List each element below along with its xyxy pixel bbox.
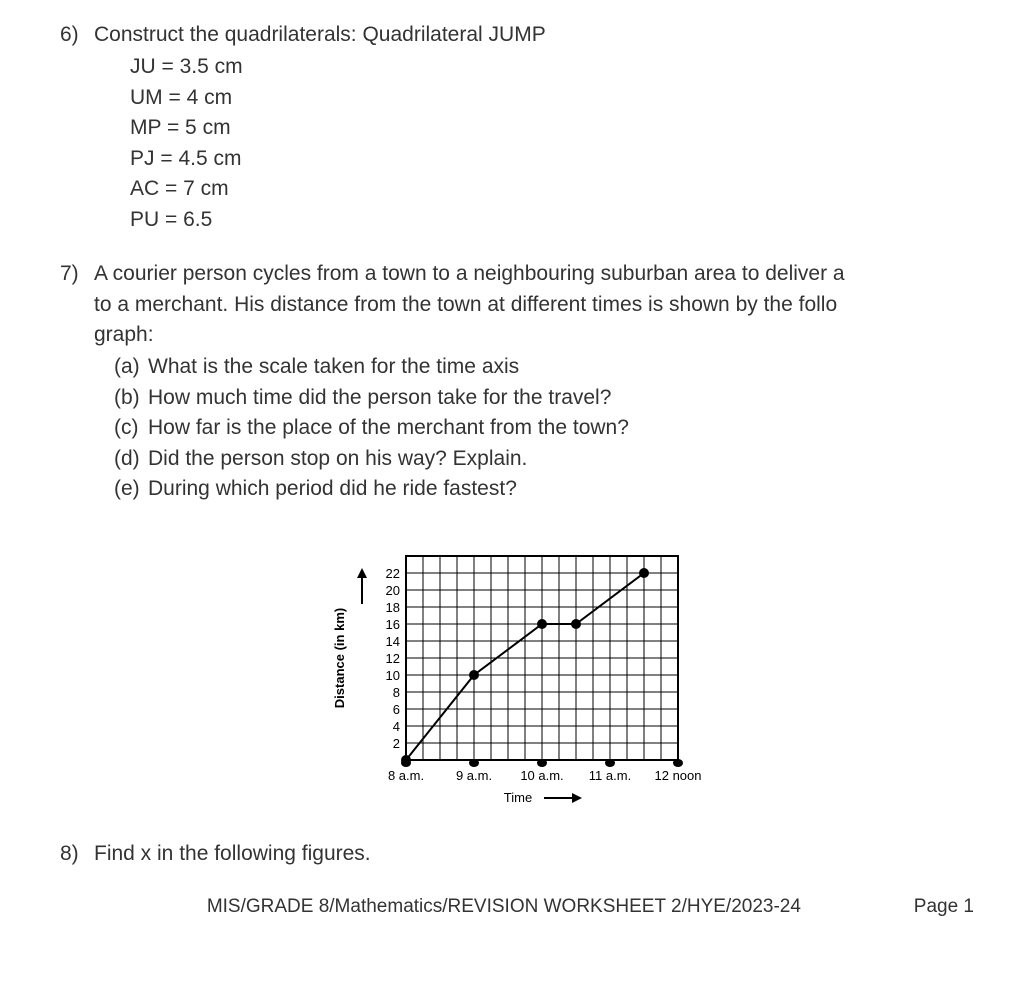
question-8: 8) Find x in the following figures. <box>60 839 984 869</box>
sub-text: How far is the place of the merchant fro… <box>148 413 629 443</box>
q7-line2: to a merchant. His distance from the tow… <box>94 290 845 320</box>
graph-container: 2 4 6 8 10 12 14 16 18 20 22 8 a.m. 9 a.m. 10 a.m. 11 … <box>60 521 984 811</box>
svg-text:10: 10 <box>386 668 400 683</box>
sub-item-d: (d) Did the person stop on his way? Expl… <box>114 444 984 474</box>
q7-subquestions: (a) What is the scale taken for the time… <box>60 352 984 504</box>
svg-text:8: 8 <box>393 685 400 700</box>
svg-text:Distance (in km): Distance (in km) <box>332 607 347 707</box>
svg-text:18: 18 <box>386 600 400 615</box>
svg-text:6: 6 <box>393 702 400 717</box>
sub-text: What is the scale taken for the time axi… <box>148 352 519 382</box>
sub-label: (a) <box>114 352 148 382</box>
measure-item: PU = 6.5 <box>130 205 984 235</box>
distance-time-graph: 2 4 6 8 10 12 14 16 18 20 22 8 a.m. 9 a.m. 10 a.m. 11 … <box>312 521 732 811</box>
page-footer: MIS/GRADE 8/Mathematics/REVISION WORKSHE… <box>60 893 984 921</box>
measure-item: JU = 3.5 cm <box>130 52 984 82</box>
q6-number: 6) <box>60 20 94 50</box>
svg-text:16: 16 <box>386 617 400 632</box>
svg-text:22: 22 <box>386 566 400 581</box>
q7-body: A courier person cycles from a town to a… <box>94 259 845 350</box>
measure-item: AC = 7 cm <box>130 174 984 204</box>
q7-line3: graph: <box>94 320 845 350</box>
sub-item-b: (b) How much time did the person take fo… <box>114 383 984 413</box>
svg-text:10 a.m.: 10 a.m. <box>520 768 563 783</box>
svg-text:9 a.m.: 9 a.m. <box>456 768 492 783</box>
measure-item: PJ = 4.5 cm <box>130 144 984 174</box>
sub-item-a: (a) What is the scale taken for the time… <box>114 352 984 382</box>
footer-right: Page 1 <box>914 893 974 921</box>
sub-label: (c) <box>114 413 148 443</box>
measure-item: UM = 4 cm <box>130 83 984 113</box>
svg-text:12 noon: 12 noon <box>655 768 702 783</box>
svg-text:14: 14 <box>386 634 400 649</box>
q8-text: Find x in the following figures. <box>94 839 371 869</box>
svg-text:20: 20 <box>386 583 400 598</box>
q6-head: 6) Construct the quadrilaterals: Quadril… <box>60 20 984 50</box>
sub-text: How much time did the person take for th… <box>148 383 611 413</box>
q8-head: 8) Find x in the following figures. <box>60 839 984 869</box>
sub-label: (d) <box>114 444 148 474</box>
sub-text: During which period did he ride fastest? <box>148 474 517 504</box>
svg-text:11 a.m.: 11 a.m. <box>589 768 631 783</box>
q6-measures: JU = 3.5 cm UM = 4 cm MP = 5 cm PJ = 4.5… <box>60 52 984 235</box>
question-7: 7) A courier person cycles from a town t… <box>60 259 984 811</box>
sub-item-e: (e) During which period did he ride fast… <box>114 474 984 504</box>
measure-item: MP = 5 cm <box>130 113 984 143</box>
svg-text:Time: Time <box>504 790 532 805</box>
svg-text:12: 12 <box>386 651 400 666</box>
q6-title: Construct the quadrilaterals: Quadrilate… <box>94 20 546 50</box>
q7-head: 7) A courier person cycles from a town t… <box>60 259 984 350</box>
svg-text:4: 4 <box>393 719 400 734</box>
q7-number: 7) <box>60 259 94 350</box>
q7-line1: A courier person cycles from a town to a… <box>94 259 845 289</box>
svg-text:8 a.m.: 8 a.m. <box>388 768 424 783</box>
question-6: 6) Construct the quadrilaterals: Quadril… <box>60 20 984 235</box>
q8-number: 8) <box>60 839 94 869</box>
sub-label: (b) <box>114 383 148 413</box>
sub-label: (e) <box>114 474 148 504</box>
svg-text:2: 2 <box>393 736 400 751</box>
sub-item-c: (c) How far is the place of the merchant… <box>114 413 984 443</box>
footer-left: MIS/GRADE 8/Mathematics/REVISION WORKSHE… <box>94 893 914 921</box>
sub-text: Did the person stop on his way? Explain. <box>148 444 527 474</box>
